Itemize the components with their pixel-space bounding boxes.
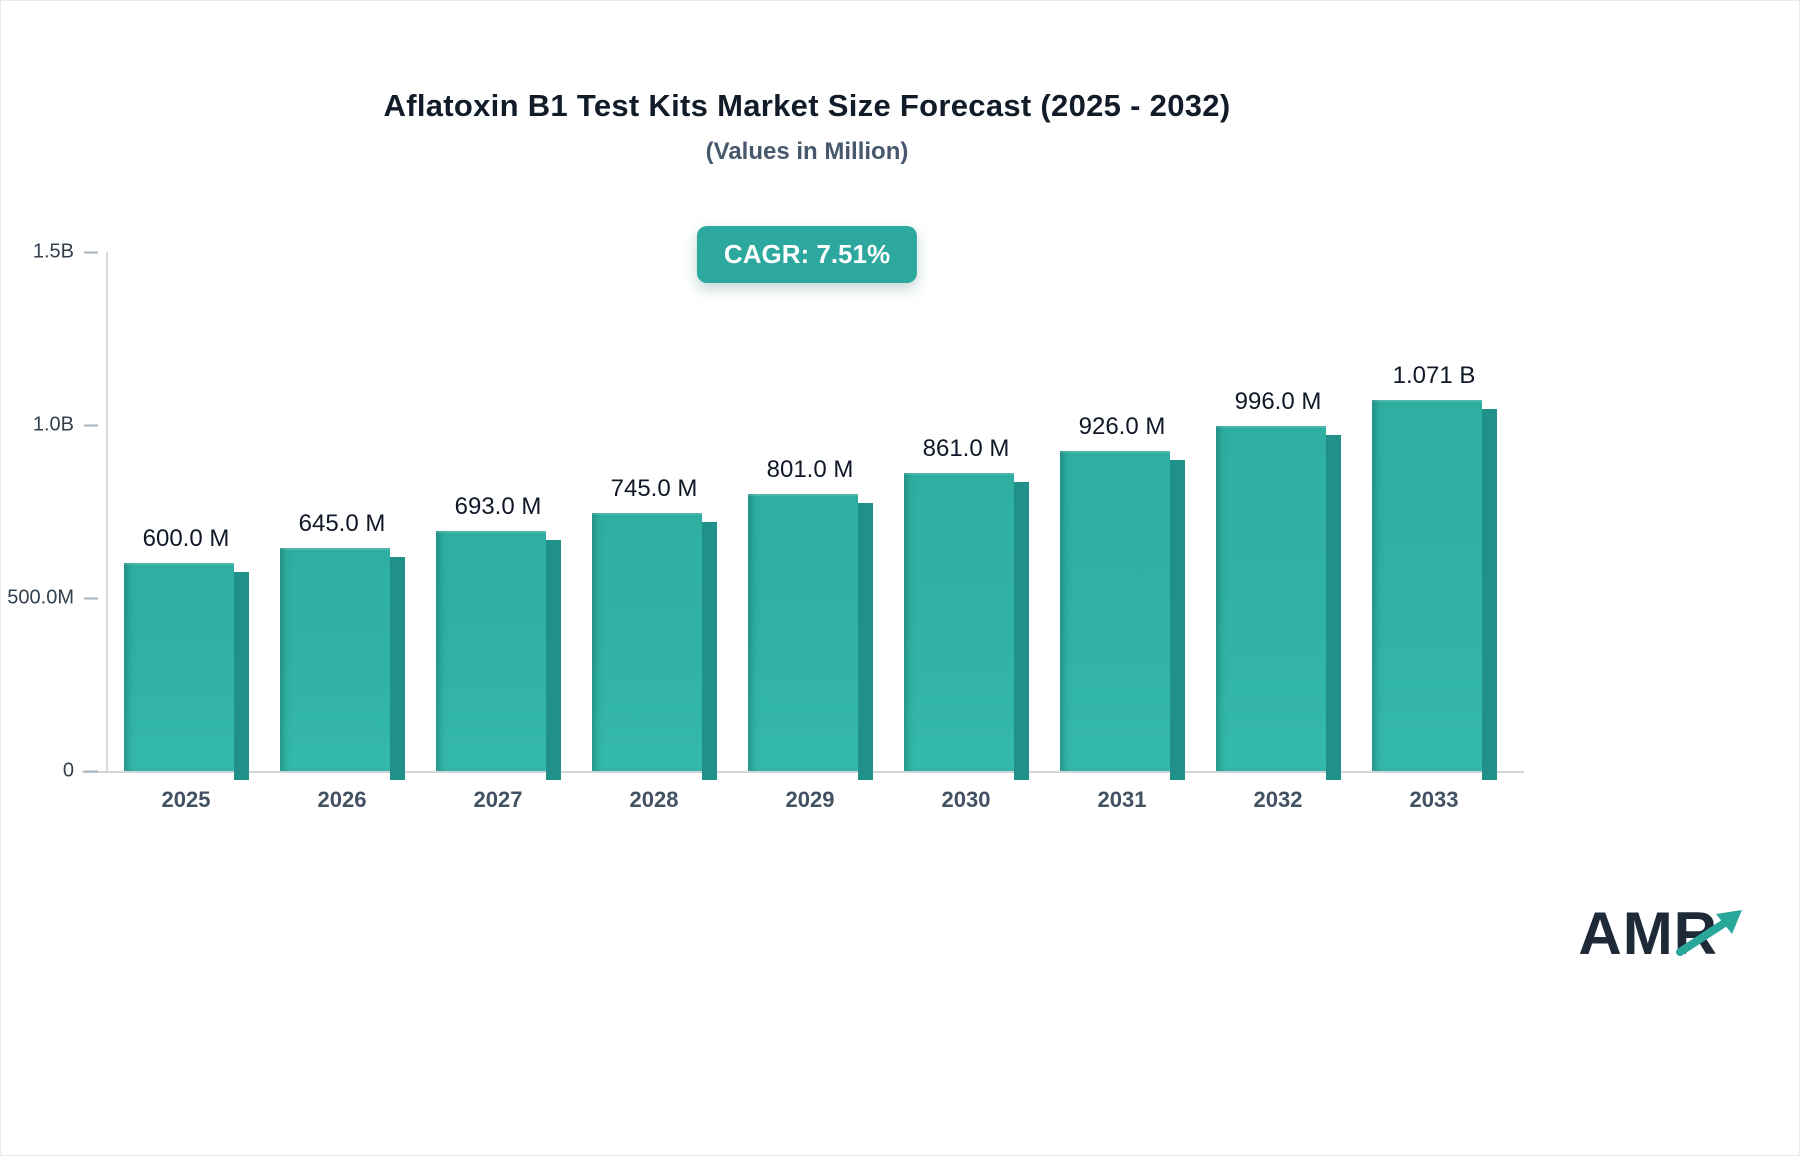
- bar-front-face: [1215, 426, 1326, 771]
- y-axis-tick: 0: [63, 760, 98, 783]
- x-axis-label: 2029: [785, 787, 835, 812]
- chart-subtitle: (Values in Million): [705, 138, 909, 165]
- tick-mark: [84, 251, 98, 253]
- bar-3d-side-face: [701, 522, 717, 780]
- bar-value-label: 996.0 M: [1234, 388, 1322, 415]
- bar-front-face: [747, 494, 858, 771]
- x-axis-line: [82, 771, 1524, 773]
- amr-logo: AMR: [1578, 899, 1742, 968]
- cagr-badge: CAGR: 7.51%: [696, 226, 918, 283]
- tick-mark: [84, 597, 98, 599]
- y-axis-tick: 1.0B: [33, 414, 98, 437]
- bar: 926.0 M: [1059, 413, 1185, 780]
- bar-value-label: 926.0 M: [1078, 413, 1166, 440]
- bar: 600.0 M: [123, 525, 249, 780]
- bar-3d-side-face: [545, 540, 561, 780]
- amr-logo-text: AMR: [1578, 900, 1718, 967]
- tick-mark: [84, 770, 98, 772]
- y-axis-tick-label: 1.0B: [32, 413, 74, 436]
- chart-title: Aflatoxin B1 Test Kits Market Size Forec…: [383, 88, 1231, 123]
- bar-group: 926.0 M: [1044, 252, 1200, 780]
- chart-header: Aflatoxin B1 Test Kits Market Size Forec…: [0, 88, 1614, 166]
- bars-container: 600.0 M 645.0 M 693.0 M 745.0 M 801.0 M 861.0…: [108, 252, 1512, 780]
- bar-3d-side-face: [1169, 460, 1185, 780]
- bar-value-label: 693.0 M: [454, 493, 542, 520]
- y-axis-tick-label: 1.5B: [32, 240, 74, 263]
- bar-3d-side-face: [1013, 482, 1029, 780]
- y-axis-line: [106, 252, 108, 771]
- bar-group: 861.0 M: [888, 252, 1044, 780]
- bar: 693.0 M: [435, 493, 561, 780]
- bar: 801.0 M: [747, 456, 873, 780]
- bar-front-face: [1059, 451, 1170, 771]
- bar-value-label: 645.0 M: [298, 510, 386, 537]
- x-axis-label: 2031: [1097, 787, 1147, 812]
- bar-chart: 600.0 M 645.0 M 693.0 M 745.0 M 801.0 M 861.0…: [7, 241, 1524, 812]
- bar-value-label: 600.0 M: [142, 525, 230, 552]
- bar-front-face: [591, 513, 702, 771]
- bar-front-face: [1371, 400, 1482, 771]
- bar: 745.0 M: [591, 475, 717, 780]
- x-axis-label: 2026: [317, 787, 367, 812]
- bar-front-face: [435, 531, 546, 771]
- bar-front-face: [279, 548, 390, 771]
- bar-3d-side-face: [857, 503, 873, 780]
- bar: 861.0 M: [903, 435, 1029, 780]
- bar-group: 1.071 B: [1356, 252, 1512, 780]
- x-axis-label: 2033: [1409, 787, 1459, 812]
- x-axis-labels: 2025 2026 2027 2028 2029 2030 2031 2032 2033: [108, 787, 1512, 813]
- bar-front-face: [123, 563, 234, 771]
- x-axis-label: 2025: [161, 787, 211, 812]
- y-axis-tick-label: 0: [62, 759, 74, 782]
- bar-3d-side-face: [389, 557, 405, 780]
- cagr-badge-label: CAGR: 7.51%: [723, 239, 891, 269]
- bar: 996.0 M: [1215, 388, 1341, 780]
- bar-group: 801.0 M: [732, 252, 888, 780]
- x-axis-label: 2030: [941, 787, 991, 812]
- bar-value-label: 1.071 B: [1392, 362, 1476, 389]
- bar: 645.0 M: [279, 510, 405, 780]
- bar-value-label: 861.0 M: [922, 435, 1010, 462]
- x-axis-label: 2032: [1253, 787, 1303, 812]
- bar-value-label: 801.0 M: [766, 456, 854, 483]
- bar-3d-side-face: [1325, 435, 1341, 780]
- y-axis-tick: 1.5B: [33, 241, 98, 264]
- bar: 1.071 B: [1371, 362, 1497, 780]
- x-axis-label: 2027: [473, 787, 523, 812]
- bar-value-label: 745.0 M: [610, 475, 698, 502]
- tick-mark: [84, 424, 98, 426]
- bar-front-face: [903, 473, 1014, 771]
- bar-group: 600.0 M: [108, 252, 264, 780]
- x-axis-label: 2028: [629, 787, 679, 812]
- bar-group: 645.0 M: [264, 252, 420, 780]
- logo-growth-arrow-icon: [1676, 910, 1742, 956]
- bar-3d-side-face: [233, 572, 249, 780]
- bar-group: 693.0 M: [420, 252, 576, 780]
- y-axis-tick-label: 500.0M: [7, 586, 74, 609]
- bar-group: 996.0 M: [1200, 252, 1356, 780]
- bar-3d-side-face: [1481, 409, 1497, 780]
- y-axis-tick: 500.0M: [7, 587, 98, 610]
- bar-group: 745.0 M: [576, 252, 732, 780]
